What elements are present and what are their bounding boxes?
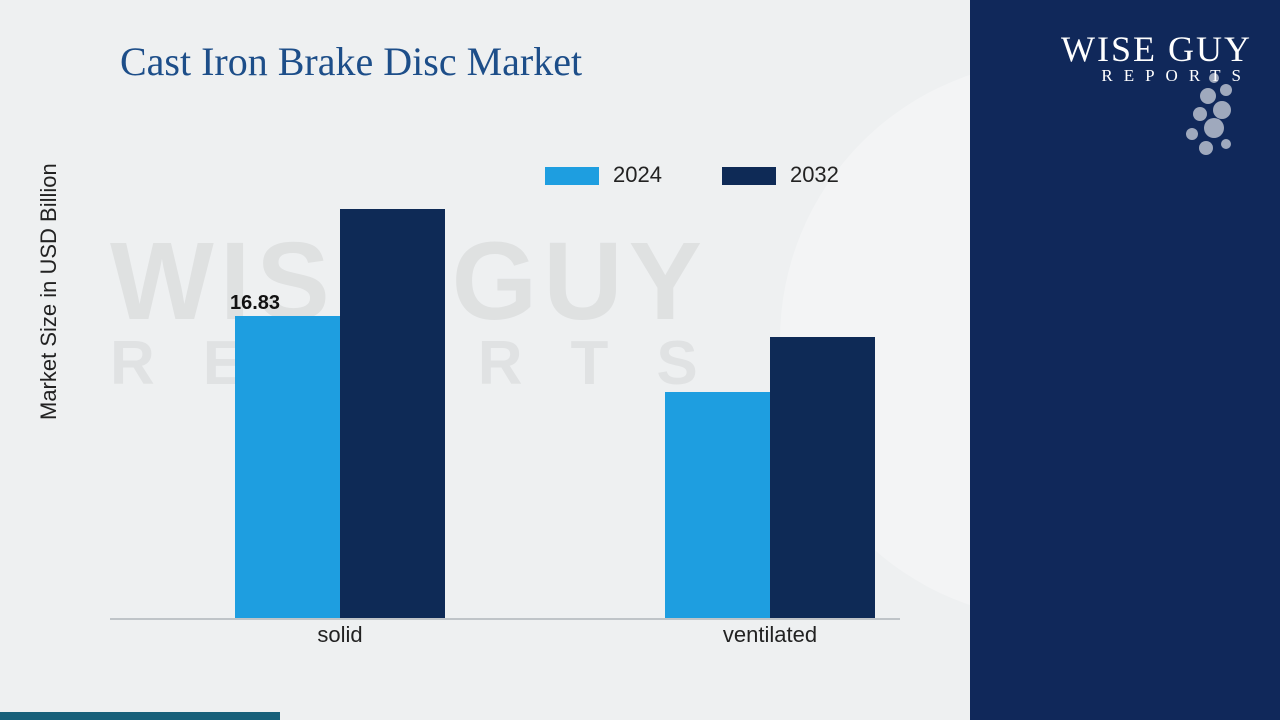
- legend-item-2024: 2024: [545, 162, 662, 188]
- x-axis-line: [110, 618, 900, 620]
- bottom-strip: [0, 712, 280, 720]
- legend-item-2032: 2032: [722, 162, 839, 188]
- legend-swatch-2032: [722, 167, 776, 185]
- plot-area: solid ventilated 16.83: [110, 190, 900, 650]
- legend-label-2024: 2024: [613, 162, 662, 187]
- bar-solid-2024: [235, 316, 340, 618]
- legend-swatch-2024: [545, 167, 599, 185]
- x-label-solid: solid: [260, 622, 420, 648]
- logo-head-icon: [1122, 48, 1242, 168]
- brand-logo: WISE GUY REPORTS: [1061, 28, 1252, 86]
- value-label: 16.83: [230, 292, 280, 315]
- legend: 2024 2032: [545, 162, 839, 188]
- bar-solid-2032: [340, 209, 445, 618]
- bar-ventilated-2032: [770, 337, 875, 618]
- legend-label-2032: 2032: [790, 162, 839, 187]
- bar-ventilated-2024: [665, 392, 770, 618]
- x-label-ventilated: ventilated: [690, 622, 850, 648]
- stage: Cast Iron Brake Disc Market WISE GUY REP…: [0, 0, 1280, 720]
- chart-title: Cast Iron Brake Disc Market: [120, 38, 582, 85]
- y-axis-label: Market Size in USD Billion: [36, 163, 62, 420]
